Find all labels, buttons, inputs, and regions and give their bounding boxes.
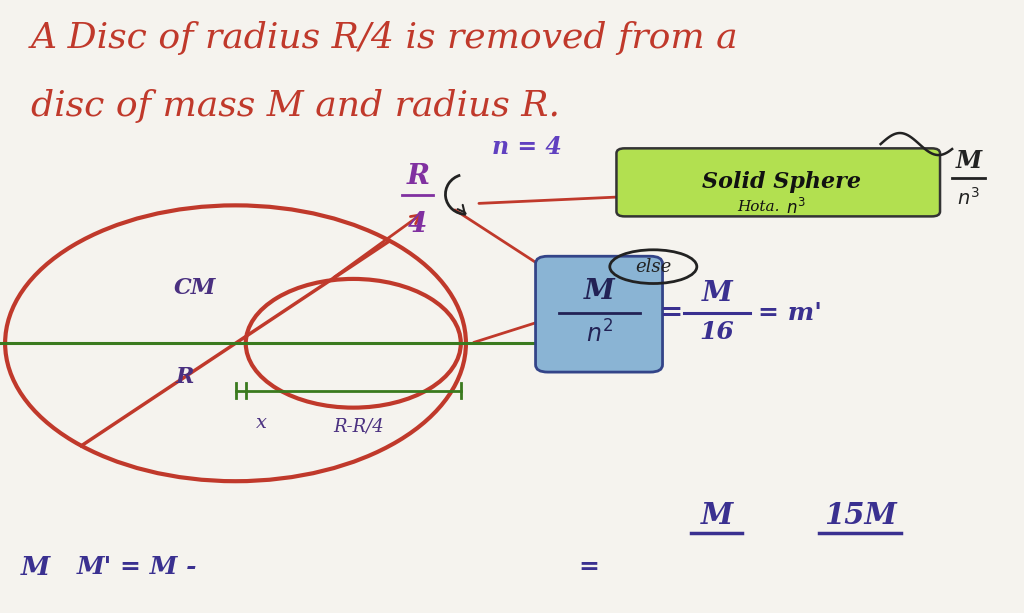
- Text: Solid Sphere: Solid Sphere: [701, 171, 861, 193]
- Text: 16: 16: [699, 320, 734, 345]
- Text: =: =: [579, 555, 600, 579]
- Text: 15M: 15M: [823, 501, 897, 530]
- Text: R-R/4: R-R/4: [333, 417, 384, 435]
- Text: M: M: [584, 278, 614, 305]
- FancyBboxPatch shape: [616, 148, 940, 216]
- Text: else: else: [635, 257, 672, 276]
- Text: M: M: [700, 501, 733, 530]
- Text: $n^3$: $n^3$: [957, 187, 980, 209]
- Text: M: M: [701, 280, 732, 306]
- Text: CM: CM: [173, 277, 216, 299]
- Text: R: R: [407, 163, 429, 190]
- Text: Hota.: Hota.: [737, 200, 780, 213]
- Text: M: M: [955, 149, 982, 173]
- FancyBboxPatch shape: [536, 256, 663, 372]
- Text: =: =: [660, 299, 684, 326]
- Text: A Disc of radius R/4 is removed from a: A Disc of radius R/4 is removed from a: [31, 21, 738, 55]
- Text: R: R: [175, 366, 194, 388]
- Text: disc of mass M and radius R.: disc of mass M and radius R.: [31, 89, 560, 123]
- Text: x: x: [256, 414, 266, 432]
- Text: = m': = m': [758, 300, 821, 325]
- Text: n = 4: n = 4: [492, 135, 561, 159]
- Text: 4: 4: [409, 211, 427, 238]
- Text: M: M: [20, 555, 50, 579]
- Text: $n^2$: $n^2$: [586, 321, 612, 348]
- Text: M' = M -: M' = M -: [77, 555, 198, 579]
- Text: $n^3$: $n^3$: [786, 199, 806, 218]
